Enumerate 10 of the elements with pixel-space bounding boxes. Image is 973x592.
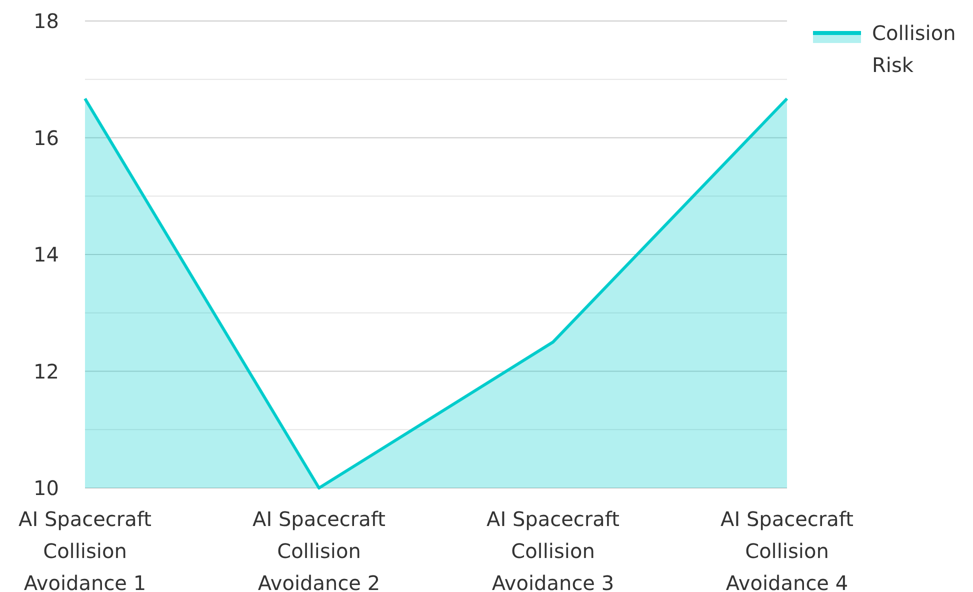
- y-tick-label: 16: [34, 126, 59, 150]
- y-tick-label: 18: [34, 9, 59, 33]
- y-tick-label: 14: [34, 242, 59, 266]
- x-tick-label: AI Spacecraft Collision Avoidance 3: [486, 507, 620, 592]
- x-tick-label: AI Spacecraft Collision Avoidance 4: [720, 507, 854, 592]
- x-tick-label: AI Spacecraft Collision Avoidance 2: [252, 507, 386, 592]
- y-tick-label: 12: [34, 359, 59, 384]
- x-tick-label: AI Spacecraft Collision Avoidance 1: [18, 507, 152, 592]
- y-tick-label: 10: [34, 476, 59, 500]
- legend-label: Collision Risk: [872, 21, 956, 77]
